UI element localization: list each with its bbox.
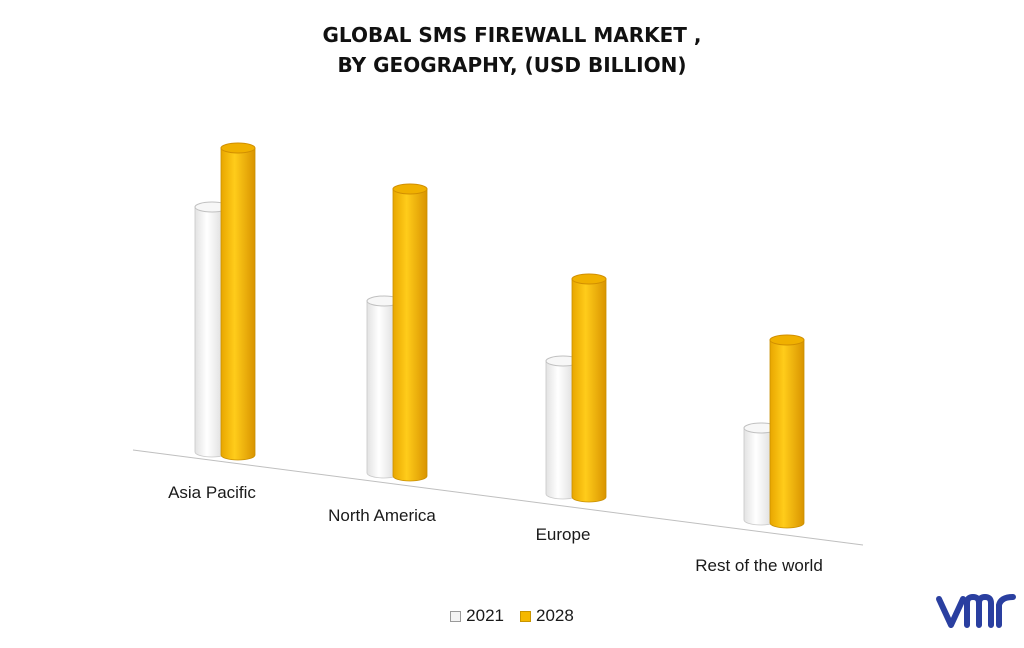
- bar-2021-asia-pacific: [194, 201, 230, 458]
- vmr-logo-icon: [936, 594, 1016, 628]
- category-label-3: Rest of the world: [695, 556, 823, 575]
- legend-swatch-2028: [520, 610, 531, 622]
- bar-2028-north-america: [392, 183, 428, 482]
- title-line-1: GLOBAL SMS FIREWALL MARKET ,: [322, 23, 702, 47]
- chart-title: GLOBAL SMS FIREWALL MARKET , BY GEOGRAPH…: [0, 20, 1024, 80]
- legend-label-2021: 2021: [466, 606, 504, 625]
- bar-2028-europe: [571, 273, 607, 503]
- title-line-2: BY GEOGRAPHY, (USD BILLION): [337, 53, 687, 77]
- chart-area: Asia Pacific North America Europe Rest of t…: [132, 142, 864, 575]
- bar-2028-rest-of-the-world: [769, 334, 805, 529]
- bar-2028-asia-pacific: [220, 142, 256, 461]
- legend-item-2028: 2028: [520, 606, 574, 626]
- bar-2021-europe: [545, 355, 581, 500]
- legend-label-2028: 2028: [536, 606, 574, 625]
- category-label-0: Asia Pacific: [168, 483, 256, 502]
- legend: 2021 2028: [0, 606, 1024, 626]
- legend-item-2021: 2021: [450, 606, 504, 626]
- legend-swatch-2021: [450, 610, 462, 622]
- category-label-2: Europe: [536, 525, 591, 544]
- category-label-1: North America: [328, 506, 436, 525]
- x-axis-baseline: [132, 449, 864, 546]
